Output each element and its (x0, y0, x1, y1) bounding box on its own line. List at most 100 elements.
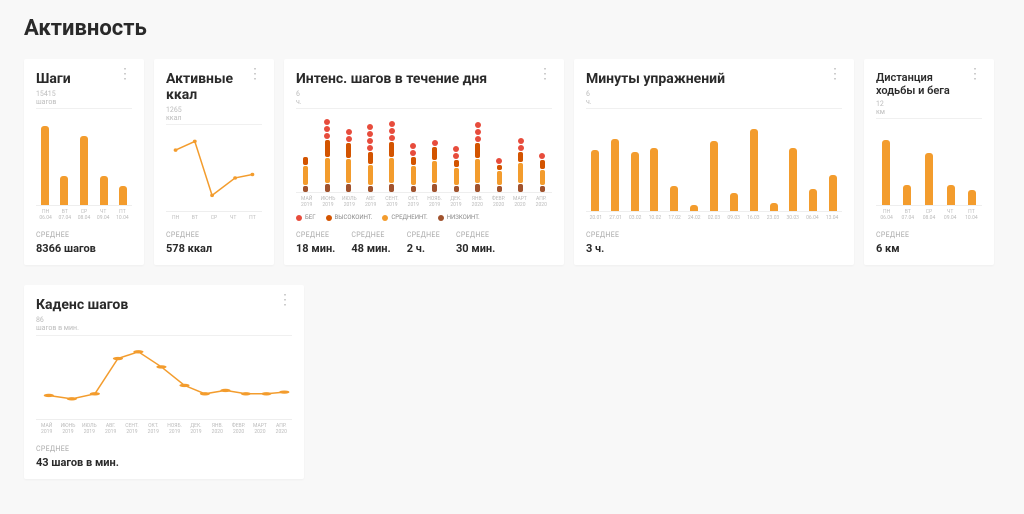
bar (789, 148, 797, 212)
run-dot (539, 153, 545, 159)
x-label: 03.02 (625, 215, 645, 221)
bar (631, 152, 639, 212)
x-label: МАЙ2019 (296, 196, 317, 208)
stacked-column (365, 108, 375, 192)
stat: СРЕДНЕЕ2 ч. (407, 231, 440, 255)
x-label: 16.03 (744, 215, 764, 221)
card-cadence: Каденс шагов⋮86шагов в мин.МАЙ2019ИЮНЬ20… (24, 285, 304, 478)
stat: СРЕДНЕЕ 8366 шагов (36, 231, 96, 255)
bar (968, 190, 976, 206)
legend: БЕГВЫСОКОИНТ.СРЕДНЕИНТ.НИЗКОИНТ. (296, 214, 552, 221)
x-label: ЯНВ.2020 (207, 423, 228, 435)
run-dot (389, 128, 395, 134)
bar (60, 176, 68, 205)
y-axis-label: 12км (876, 101, 982, 116)
x-label: НОЯБ.2019 (424, 196, 445, 208)
card-steps: Шаги⋮15415шаговПН06.04ВТ07.04СР08.04ЧТ09… (24, 59, 144, 265)
chart (36, 108, 132, 206)
bar (100, 176, 108, 205)
bar (770, 203, 778, 211)
legend-item: ВЫСОКОИНТ. (326, 214, 373, 221)
x-label: ОКТ.2019 (403, 196, 424, 208)
bar (80, 136, 88, 206)
run-dot (410, 150, 416, 156)
stacked-column (344, 108, 354, 192)
run-dot (453, 153, 459, 159)
card-intensity: Интенс. шагов в течение дня⋮6ч.МАЙ2019ИЮ… (284, 59, 564, 265)
chart (296, 108, 552, 193)
stat: СРЕДНЕЕ3 ч. (586, 231, 619, 255)
card-menu-icon[interactable]: ⋮ (968, 71, 982, 77)
x-label: ВТ07.04 (55, 209, 74, 221)
run-dot (453, 146, 459, 152)
bar (925, 153, 933, 205)
bar (903, 185, 911, 206)
stat-label: СРЕДНЕЕ (36, 231, 96, 239)
stacked-column (473, 108, 483, 192)
bar (119, 186, 127, 205)
card-menu-icon[interactable]: ⋮ (278, 297, 292, 303)
bar (750, 129, 758, 211)
x-label: 23.03 (763, 215, 783, 221)
chart (166, 124, 262, 212)
card-menu-icon[interactable]: ⋮ (828, 71, 842, 77)
stacked-column (301, 108, 311, 192)
run-dot (324, 126, 330, 132)
x-label: ПТ (243, 215, 262, 221)
run-dot (518, 138, 524, 144)
x-label: 10.02 (645, 215, 665, 221)
card-distance: Дистанция ходьбы и бега⋮12кмПН06.04ВТ07.… (864, 59, 994, 265)
chart (586, 108, 842, 212)
run-dot (475, 122, 481, 128)
x-label: СР08.04 (74, 209, 93, 221)
card-title: Активные ккал (166, 71, 248, 103)
stat-label: СРЕДНЕЕ (36, 445, 119, 453)
x-label: 17.02 (665, 215, 685, 221)
stacked-column (322, 108, 332, 192)
bar (690, 205, 698, 211)
card-title: Каденс шагов (36, 297, 128, 313)
legend-item: СРЕДНЕИНТ. (382, 214, 427, 221)
card-menu-icon[interactable]: ⋮ (118, 71, 132, 77)
stat: СРЕДНЕЕ48 мин. (351, 231, 390, 255)
y-axis-label: 1265ккал (166, 107, 262, 122)
y-axis-label: 15415шагов (36, 91, 132, 106)
card-menu-icon[interactable]: ⋮ (248, 71, 262, 77)
x-label: ИЮЛЬ2019 (79, 423, 100, 435)
legend-item: НИЗКОИНТ. (438, 214, 480, 221)
x-label: ИЮНЬ2019 (317, 196, 338, 208)
stat-value: 30 мин. (456, 242, 495, 255)
stat-value: 2 ч. (407, 242, 440, 255)
x-label: МАРТ2020 (509, 196, 530, 208)
x-label: СР08.04 (918, 209, 939, 221)
stat-value: 43 шагов в мин. (36, 456, 119, 469)
card-menu-icon[interactable]: ⋮ (538, 71, 552, 77)
run-dot (496, 158, 502, 164)
card-title: Шаги (36, 71, 71, 87)
x-label: ФЕВР.2020 (488, 196, 509, 208)
stat: СРЕДНЕЕ 43 шагов в мин. (36, 445, 119, 469)
stat: СРЕДНЕЕ578 ккал (166, 231, 212, 255)
stat-value: 8366 шагов (36, 242, 96, 255)
bar (730, 193, 738, 212)
stat: СРЕДНЕЕ6 км (876, 231, 909, 255)
bar (611, 139, 619, 211)
run-dot (367, 131, 373, 137)
x-label: АПР.2020 (531, 196, 552, 208)
run-dot (389, 121, 395, 127)
x-label: МАРТ2020 (249, 423, 270, 435)
card-title: Минуты упражнений (586, 71, 725, 87)
stacked-column (430, 108, 440, 192)
x-label: ДЕК.2019 (445, 196, 466, 208)
x-label: НОЯБ.2019 (164, 423, 185, 435)
x-label: 13.04 (822, 215, 842, 221)
stat-value: 6 км (876, 242, 909, 255)
stat-value: 578 ккал (166, 242, 212, 255)
run-dot (367, 145, 373, 151)
x-label: СЕНТ.2019 (381, 196, 402, 208)
stacked-column (537, 108, 547, 192)
stat: СРЕДНЕЕ30 мин. (456, 231, 495, 255)
bar (41, 126, 49, 206)
bar (650, 148, 658, 212)
cards-grid: Шаги⋮15415шаговПН06.04ВТ07.04СР08.04ЧТ09… (24, 59, 1000, 479)
